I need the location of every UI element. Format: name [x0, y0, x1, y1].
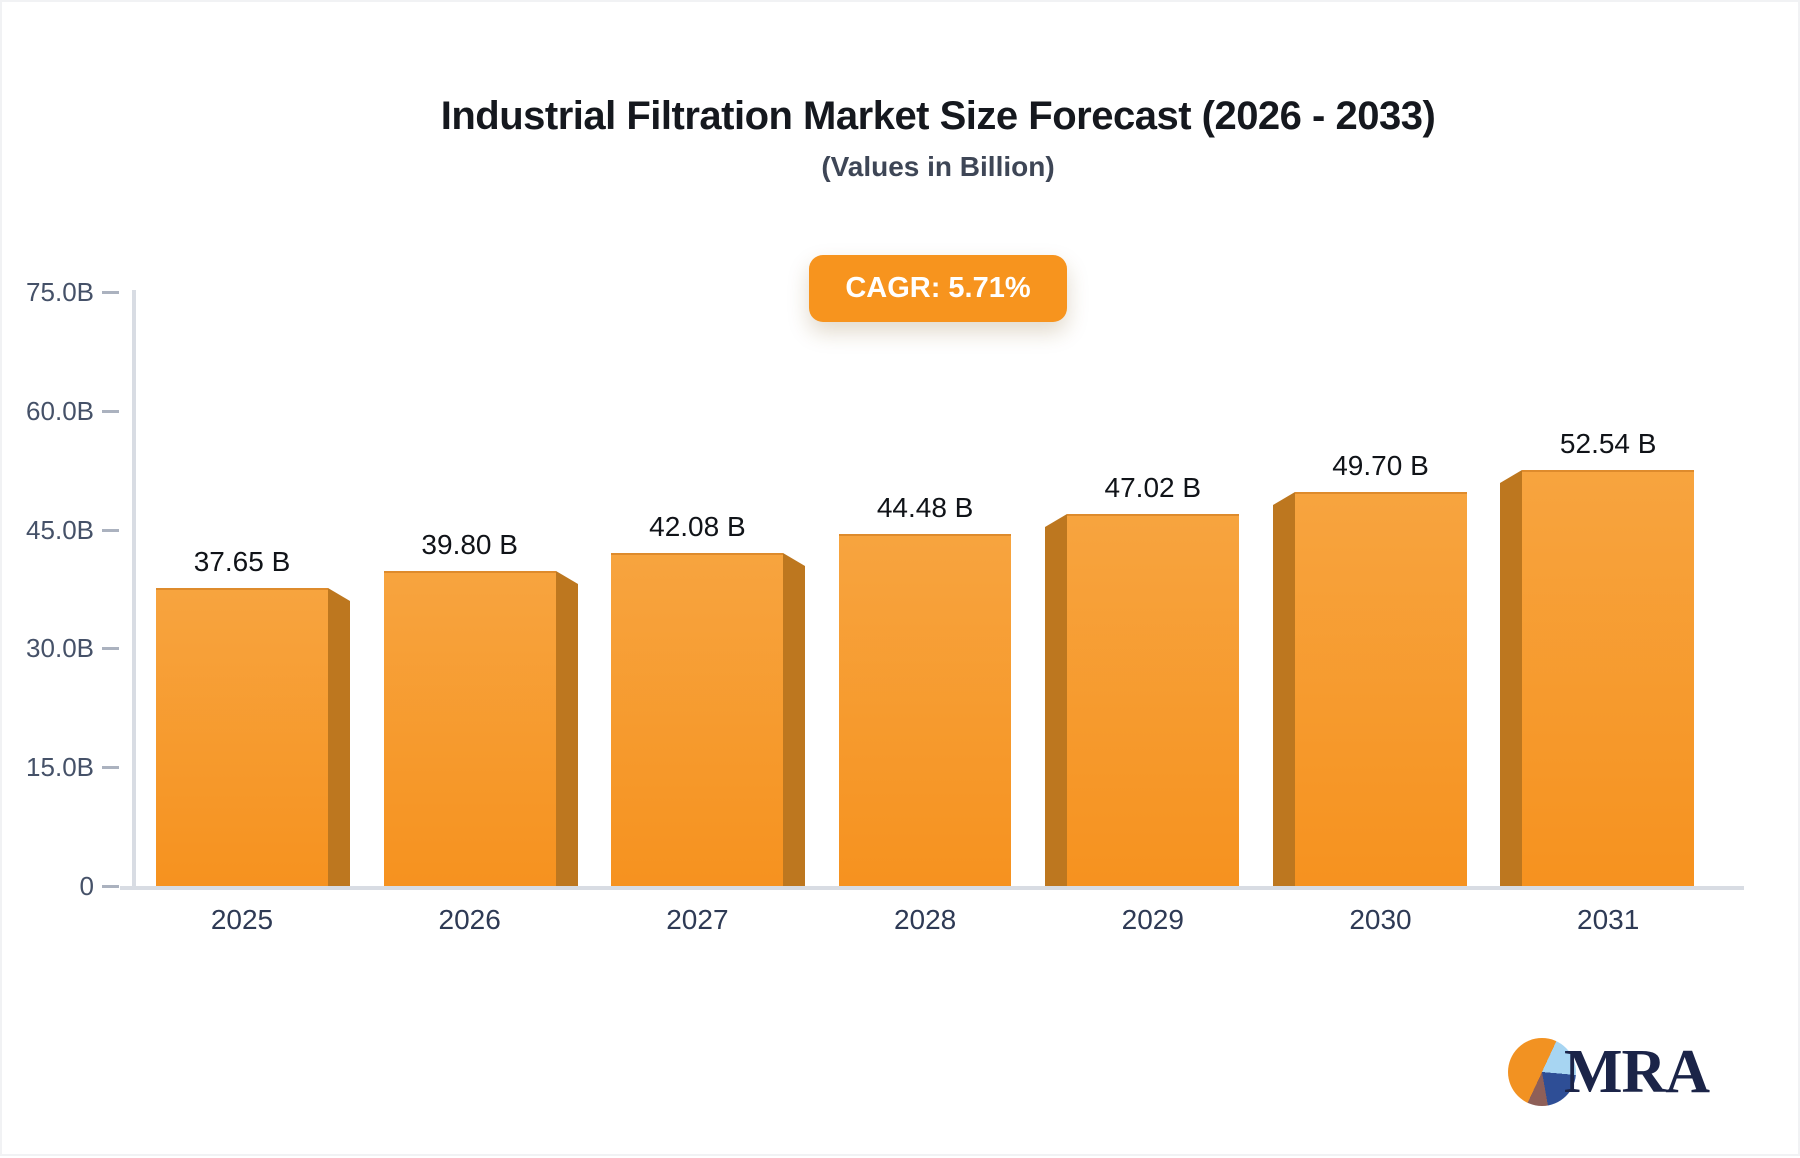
cagr-badge-wrap: CAGR: 5.71% — [132, 255, 1744, 322]
y-axis-tick-label: 60.0B — [26, 395, 94, 426]
x-axis-line — [120, 886, 1744, 890]
chart-header: Industrial Filtration Market Size Foreca… — [132, 94, 1744, 183]
pie-chart-logo-icon — [1508, 1038, 1576, 1106]
bar-3d-side — [1500, 470, 1522, 886]
brand-logo-text: MRA — [1564, 1038, 1710, 1106]
bar — [384, 571, 556, 886]
chart-subtitle: (Values in Billion) — [821, 151, 1055, 182]
x-axis-category-label: 2031 — [1577, 904, 1640, 935]
y-tick-mark — [102, 528, 119, 532]
bar-3d-side — [556, 571, 578, 886]
bar-3d-side — [1273, 492, 1295, 886]
bar — [156, 588, 328, 886]
x-axis-category-label: 2025 — [210, 904, 274, 935]
bar-value-label: 52.54 B — [1559, 428, 1657, 459]
bar-value-label: 47.02 B — [1104, 472, 1202, 503]
y-tick-mark — [102, 291, 119, 294]
y-axis-tick-label: 0 — [79, 871, 94, 901]
bar-3d-side — [783, 553, 805, 886]
bar-3d-side — [328, 588, 350, 886]
bar — [1295, 492, 1467, 886]
y-tick-mark — [102, 885, 119, 888]
x-axis-category-label: 2030 — [1349, 904, 1412, 935]
bar — [611, 553, 783, 886]
brand-logo: MRA — [1508, 1038, 1710, 1106]
bar — [839, 534, 1011, 886]
y-axis-tick-label: 30.0B — [26, 633, 94, 664]
chart-title: Industrial Filtration Market Size Foreca… — [440, 94, 1436, 138]
y-axis-tick-label: 75.0B — [26, 277, 94, 307]
y-axis-line — [132, 290, 136, 888]
bar-value-label: 39.80 B — [421, 529, 518, 560]
bar-value-label: 44.48 B — [876, 492, 974, 523]
x-axis-category-label: 2029 — [1121, 904, 1184, 935]
x-axis-category-label: 2028 — [893, 904, 957, 935]
bar-value-label: 37.65 B — [193, 546, 291, 577]
y-tick-mark — [102, 647, 119, 651]
y-tick-mark — [102, 409, 119, 413]
bar-value-label: 42.08 B — [649, 511, 746, 542]
bar — [1067, 514, 1239, 886]
cagr-badge: CAGR: 5.71% — [809, 255, 1067, 322]
y-axis-tick-label: 45.0B — [26, 514, 94, 545]
bar — [1522, 470, 1694, 886]
y-axis-tick-label: 15.0B — [26, 752, 94, 783]
x-axis-category-label: 2026 — [438, 904, 501, 935]
y-tick-mark — [102, 766, 119, 770]
x-axis-category-label: 2027 — [666, 904, 729, 935]
bar-3d-side — [1045, 514, 1067, 886]
bar-value-label: 49.70 B — [1332, 450, 1429, 481]
